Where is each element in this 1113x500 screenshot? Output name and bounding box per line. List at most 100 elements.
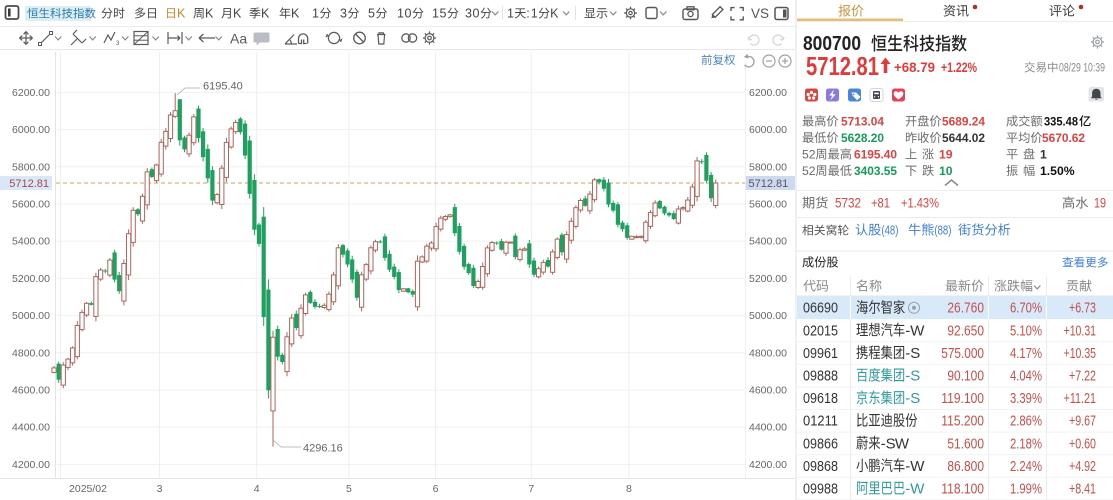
svg-text:1.99%: 1.99% bbox=[1010, 482, 1042, 498]
svg-text:5: 5 bbox=[440, 7, 447, 21]
svg-text:90.100: 90.100 bbox=[947, 369, 984, 385]
svg-text:+6.73: +6.73 bbox=[1069, 301, 1096, 317]
svg-text:5600.00: 5600.00 bbox=[12, 198, 50, 210]
svg-text:6.70%: 6.70% bbox=[1010, 301, 1042, 317]
svg-text:5: 5 bbox=[346, 483, 352, 495]
svg-text:-: - bbox=[905, 390, 910, 407]
svg-text:4200.00: 4200.00 bbox=[749, 459, 787, 471]
svg-text:2025/02: 2025/02 bbox=[69, 483, 107, 495]
svg-text:3.39%: 3.39% bbox=[1010, 391, 1042, 407]
svg-text:5200.00: 5200.00 bbox=[749, 273, 787, 285]
svg-text:5400.00: 5400.00 bbox=[749, 236, 787, 248]
svg-text:5712.81: 5712.81 bbox=[9, 178, 49, 190]
svg-text:6195.40: 6195.40 bbox=[854, 148, 897, 162]
svg-text:1: 1 bbox=[397, 7, 404, 21]
svg-text:S: S bbox=[910, 390, 920, 407]
svg-text:3: 3 bbox=[340, 7, 347, 21]
svg-text:+8.41: +8.41 bbox=[1069, 482, 1096, 498]
svg-text:6: 6 bbox=[433, 483, 439, 495]
svg-text:K: K bbox=[233, 7, 242, 21]
svg-text:5712.81: 5712.81 bbox=[749, 178, 789, 190]
svg-text:W: W bbox=[895, 435, 910, 452]
svg-text:5689.24: 5689.24 bbox=[942, 115, 985, 129]
svg-text:-: - bbox=[905, 481, 910, 498]
svg-text:7: 7 bbox=[528, 483, 534, 495]
svg-text:6200.00: 6200.00 bbox=[12, 87, 50, 99]
svg-text:5800.00: 5800.00 bbox=[12, 161, 50, 173]
svg-text:26.760: 26.760 bbox=[947, 301, 984, 317]
svg-text:K: K bbox=[261, 7, 270, 21]
svg-text:2: 2 bbox=[809, 164, 816, 178]
svg-text:W: W bbox=[910, 322, 925, 339]
svg-text:1.50%: 1.50% bbox=[1040, 164, 1075, 178]
svg-text:VS: VS bbox=[751, 6, 769, 21]
svg-text:09961: 09961 bbox=[803, 346, 838, 362]
svg-text:2: 2 bbox=[809, 148, 816, 162]
svg-text:4800.00: 4800.00 bbox=[749, 347, 787, 359]
svg-text:86.800: 86.800 bbox=[947, 459, 984, 475]
svg-text:S: S bbox=[910, 345, 920, 362]
svg-text:118.100: 118.100 bbox=[941, 482, 984, 498]
svg-text::: : bbox=[526, 7, 529, 21]
svg-text:5600.00: 5600.00 bbox=[749, 198, 787, 210]
svg-text:3: 3 bbox=[116, 41, 120, 47]
svg-text:-: - bbox=[905, 322, 910, 339]
svg-text:6000.00: 6000.00 bbox=[12, 124, 50, 136]
svg-text:2.18%: 2.18% bbox=[1010, 436, 1042, 452]
svg-text:5: 5 bbox=[368, 7, 375, 21]
svg-text:+10.35: +10.35 bbox=[1064, 346, 1096, 362]
svg-text:1: 1 bbox=[312, 7, 319, 21]
svg-text:5644.02: 5644.02 bbox=[942, 131, 985, 145]
svg-text:4400.00: 4400.00 bbox=[12, 422, 50, 434]
svg-text:W: W bbox=[910, 458, 925, 475]
svg-text:335.48: 335.48 bbox=[1044, 115, 1078, 129]
svg-text:5732: 5732 bbox=[835, 196, 861, 211]
svg-text:(48): (48) bbox=[881, 223, 898, 238]
svg-text:09888: 09888 bbox=[803, 369, 838, 385]
svg-text:(88): (88) bbox=[934, 223, 951, 238]
svg-text:+81: +81 bbox=[871, 196, 890, 211]
svg-text:5: 5 bbox=[802, 164, 809, 178]
svg-text:3: 3 bbox=[157, 483, 163, 495]
svg-text:K: K bbox=[205, 7, 214, 21]
svg-text:2.86%: 2.86% bbox=[1010, 414, 1042, 430]
svg-text:115.200: 115.200 bbox=[941, 414, 984, 430]
svg-text:06690: 06690 bbox=[803, 301, 838, 317]
svg-text:4.04%: 4.04% bbox=[1010, 369, 1042, 385]
svg-text:119.100: 119.100 bbox=[941, 391, 984, 407]
svg-text:575.000: 575.000 bbox=[941, 346, 984, 362]
svg-text:-: - bbox=[881, 435, 886, 452]
svg-text:4600.00: 4600.00 bbox=[749, 384, 787, 396]
svg-text:5.10%: 5.10% bbox=[1010, 323, 1042, 339]
svg-text:5000.00: 5000.00 bbox=[12, 310, 50, 322]
svg-text:800700: 800700 bbox=[803, 33, 861, 55]
svg-text:-: - bbox=[905, 458, 910, 475]
svg-text:0: 0 bbox=[405, 7, 412, 21]
svg-text:92.650: 92.650 bbox=[947, 323, 984, 339]
svg-text:01211: 01211 bbox=[803, 414, 838, 430]
svg-text:2.24%: 2.24% bbox=[1010, 459, 1042, 475]
svg-text:10: 10 bbox=[939, 164, 953, 178]
svg-text:19: 19 bbox=[1094, 196, 1106, 211]
svg-text:4.17%: 4.17% bbox=[1010, 346, 1042, 362]
svg-text:3403.55: 3403.55 bbox=[854, 164, 897, 178]
svg-text:-: - bbox=[905, 345, 910, 362]
svg-text:-: - bbox=[905, 368, 910, 385]
svg-text:4296.16: 4296.16 bbox=[303, 443, 343, 455]
svg-text:19: 19 bbox=[939, 148, 953, 162]
svg-text:W: W bbox=[910, 481, 925, 498]
svg-text:+1.22%: +1.22% bbox=[941, 59, 977, 75]
svg-text:09868: 09868 bbox=[803, 459, 838, 475]
svg-text:S: S bbox=[886, 435, 896, 452]
svg-text:4400.00: 4400.00 bbox=[749, 422, 787, 434]
svg-text:K: K bbox=[291, 7, 300, 21]
svg-text:5800.00: 5800.00 bbox=[749, 161, 787, 173]
svg-text:5200.00: 5200.00 bbox=[12, 273, 50, 285]
svg-text:6000.00: 6000.00 bbox=[749, 124, 787, 136]
svg-text:6195.40: 6195.40 bbox=[203, 81, 243, 93]
svg-text:4200.00: 4200.00 bbox=[12, 459, 50, 471]
svg-text:5713.04: 5713.04 bbox=[841, 115, 884, 129]
svg-text:+1.43%: +1.43% bbox=[901, 196, 939, 211]
svg-text:+7.22: +7.22 bbox=[1069, 369, 1096, 385]
svg-text:+10.31: +10.31 bbox=[1064, 323, 1096, 339]
